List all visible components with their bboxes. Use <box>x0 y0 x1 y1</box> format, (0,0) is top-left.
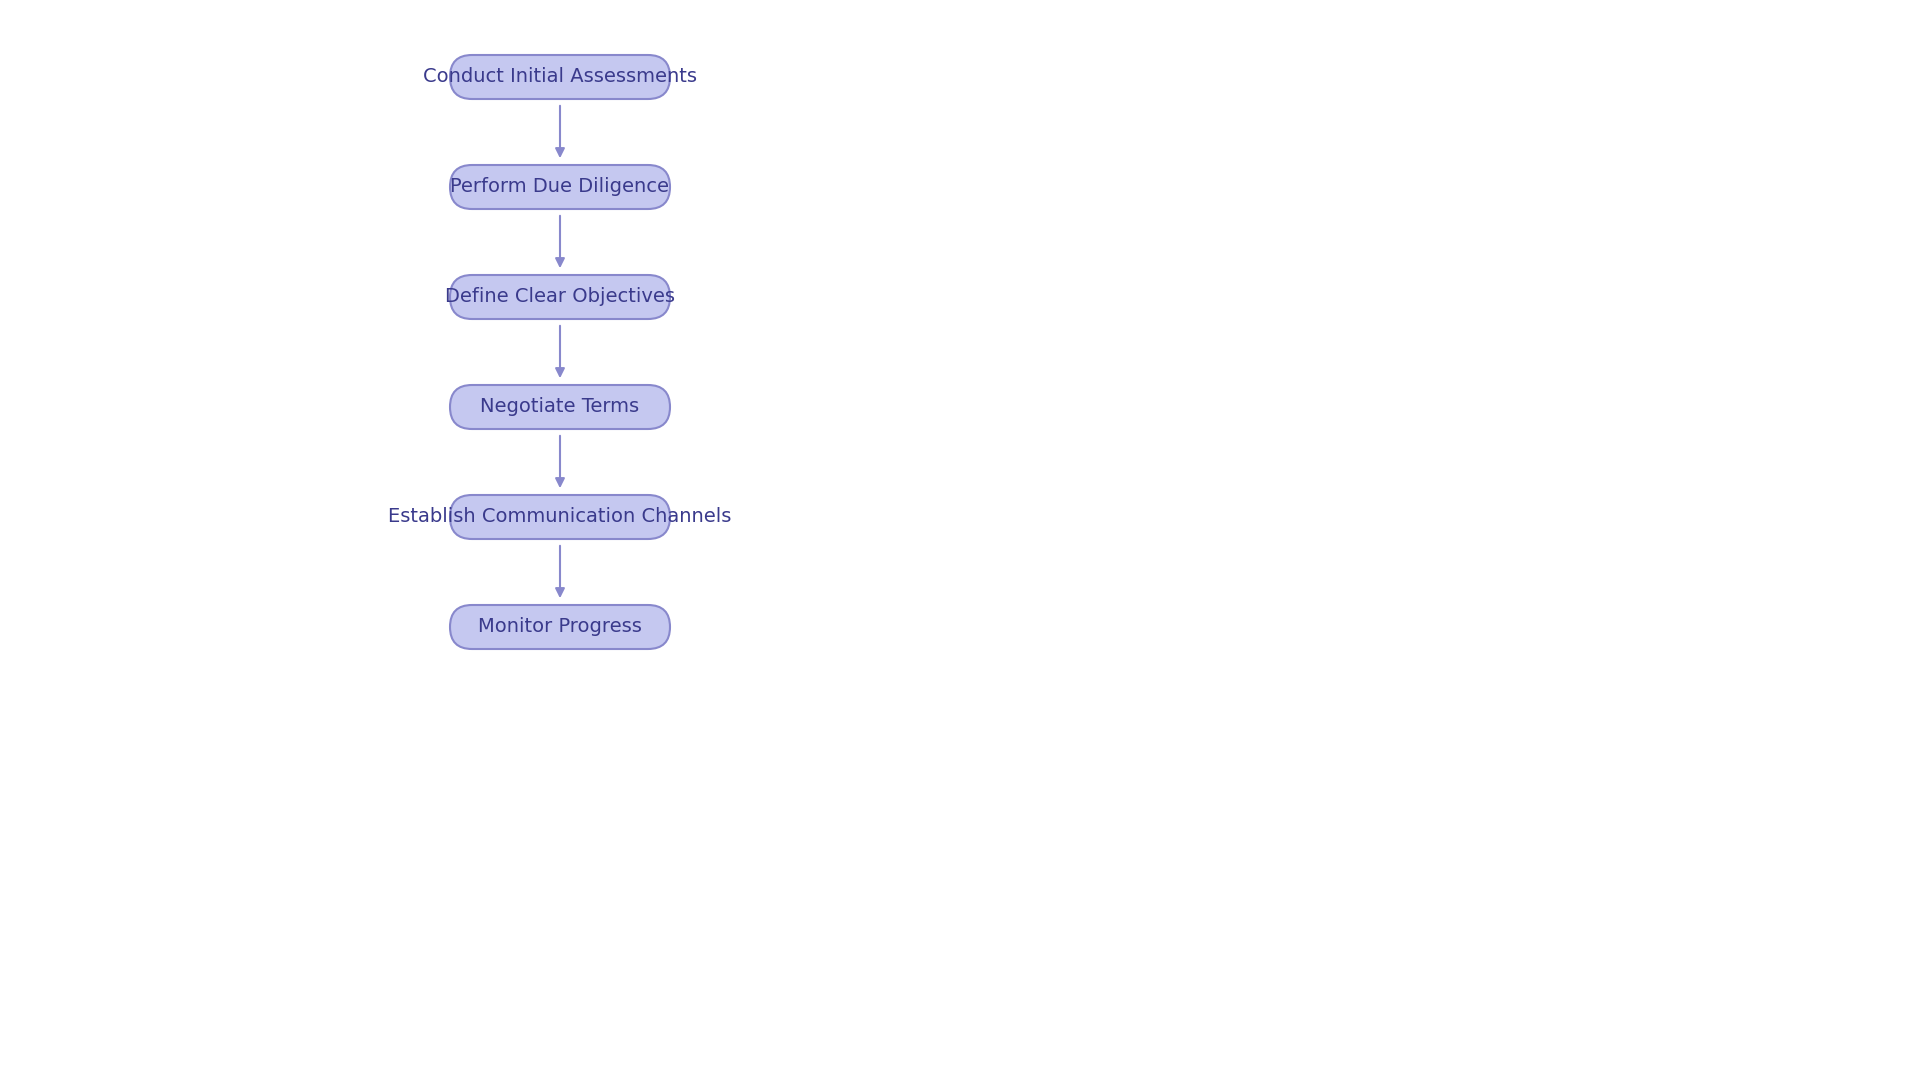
FancyBboxPatch shape <box>449 495 670 539</box>
FancyBboxPatch shape <box>449 384 670 429</box>
Text: Monitor Progress: Monitor Progress <box>478 617 641 637</box>
FancyBboxPatch shape <box>449 165 670 209</box>
FancyBboxPatch shape <box>449 605 670 649</box>
Text: Define Clear Objectives: Define Clear Objectives <box>445 287 676 306</box>
Text: Conduct Initial Assessments: Conduct Initial Assessments <box>422 67 697 87</box>
FancyBboxPatch shape <box>449 275 670 319</box>
Text: Perform Due Diligence: Perform Due Diligence <box>451 178 670 196</box>
Text: Establish Communication Channels: Establish Communication Channels <box>388 508 732 526</box>
Text: Negotiate Terms: Negotiate Terms <box>480 397 639 417</box>
FancyBboxPatch shape <box>449 55 670 99</box>
